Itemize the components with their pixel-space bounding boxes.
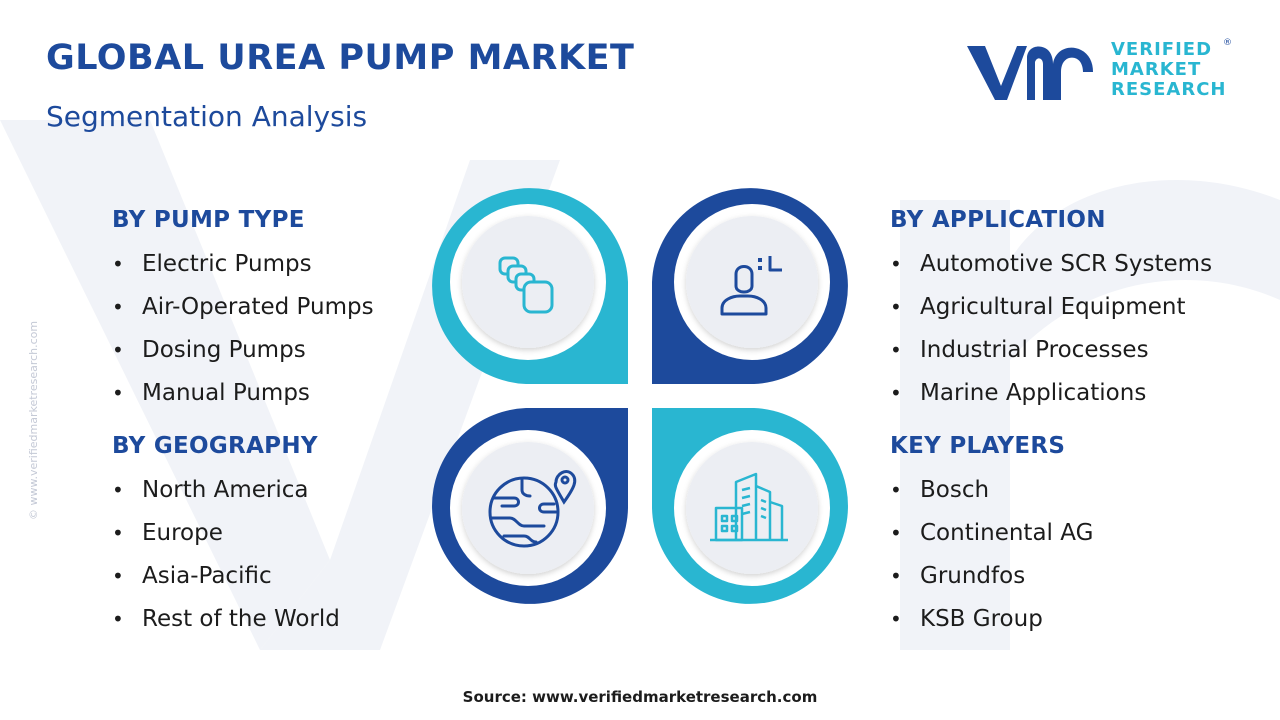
vmr-logo-icon xyxy=(967,46,1093,100)
petal-bottom-right xyxy=(652,408,848,604)
city-buildings-icon xyxy=(710,472,788,542)
list-item: • Asia-Pacific xyxy=(112,563,272,589)
segment-heading: BY GEOGRAPHY xyxy=(112,433,318,459)
list-item: • Agricultural Equipment xyxy=(890,294,1186,320)
logo-wordmark: VERIFIED MARKET RESEARCH xyxy=(1111,39,1227,100)
registered-mark: ® xyxy=(1223,38,1232,48)
list-item: • Grundfos xyxy=(890,563,1026,589)
segment-heading: KEY PLAYERS xyxy=(890,433,1066,459)
segment-application: BY APPLICATION • Automotive SCR Systems •… xyxy=(890,207,1212,415)
source-caption: Source: www.verifiedmarketresearch.com xyxy=(462,688,818,706)
vertical-watermark-text: © www.verifiedmarketresearch.com xyxy=(27,320,40,520)
list-item: • Dosing Pumps xyxy=(112,337,306,363)
list-item: • Manual Pumps xyxy=(112,380,310,406)
list-item: • Air-Operated Pumps xyxy=(112,294,374,320)
petal-bottom-left xyxy=(432,408,628,604)
list-item: • Industrial Processes xyxy=(890,337,1149,363)
page-subtitle: Segmentation Analysis xyxy=(46,100,368,133)
segment-geography: BY GEOGRAPHY • North America • Europe • Asi… xyxy=(112,433,340,641)
list-item: • Continental AG xyxy=(890,520,1094,546)
list-item: • Electric Pumps xyxy=(112,251,312,277)
list-item: • Rest of the World xyxy=(112,606,340,632)
list-item: • Marine Applications xyxy=(890,380,1147,406)
petal-top-right xyxy=(652,188,848,384)
segment-heading: BY APPLICATION xyxy=(890,207,1106,233)
user-icon xyxy=(720,256,782,316)
list-item: • North America xyxy=(112,477,309,503)
list-item: • Europe xyxy=(112,520,223,546)
segment-heading: BY PUMP TYPE xyxy=(112,207,305,233)
list-item: • Automotive SCR Systems xyxy=(890,251,1213,277)
page-title: GLOBAL UREA PUMP MARKET xyxy=(46,38,635,78)
segment-pump-type: BY PUMP TYPE • Electric Pumps • Air-Operat… xyxy=(112,207,374,415)
segmentation-graphic xyxy=(432,188,848,604)
globe-location-icon xyxy=(488,470,577,548)
segment-key-players: KEY PLAYERS • Bosch • Continental AG • Grun… xyxy=(890,433,1093,641)
list-item: • KSB Group xyxy=(890,606,1043,632)
stacked-cards-icon xyxy=(498,256,554,314)
brand-logo: VERIFIED MARKET RESEARCH ® xyxy=(965,38,1235,108)
list-item: • Bosch xyxy=(890,477,990,503)
